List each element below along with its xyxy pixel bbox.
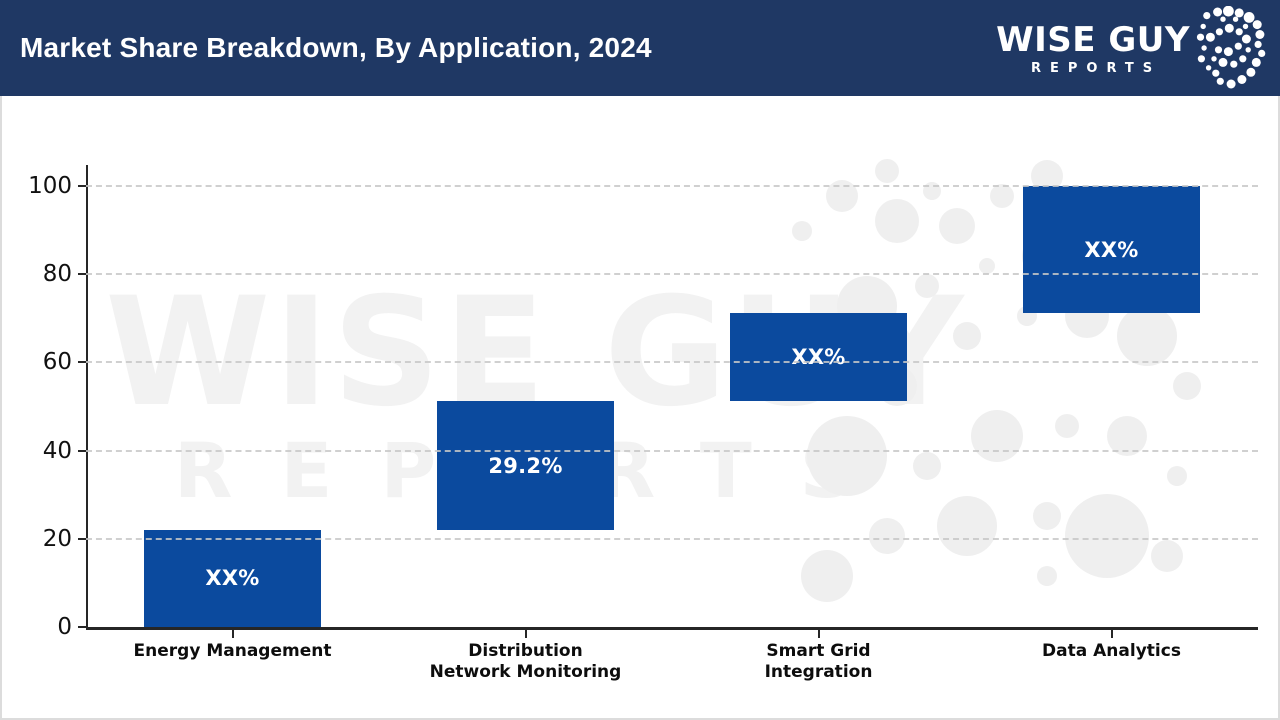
x-tick-mark: [817, 630, 820, 638]
x-tick-mark: [231, 630, 234, 638]
header-bar: Market Share Breakdown, By Application, …: [0, 0, 1280, 96]
y-tick-mark: [78, 185, 86, 187]
bar-segment: XX%: [1023, 186, 1200, 313]
x-tick-mark: [1110, 630, 1113, 638]
category-label-line: Energy Management: [133, 641, 332, 661]
category-label: Smart Grid Integration: [672, 641, 965, 683]
wise-guy-logo: WISE GUY REPORTS: [996, 6, 1268, 90]
category-label-line: Integration: [764, 662, 873, 682]
logo-reports-text: REPORTS: [1031, 60, 1162, 76]
category-label: Data Analytics: [965, 641, 1258, 662]
category-label: Distribution Network Monitoring: [379, 641, 672, 683]
bar-segment: XX%: [144, 529, 321, 627]
y-tick-label: 20: [42, 525, 72, 552]
logo-text: WISE GUY REPORTS: [996, 21, 1190, 76]
gridline: [86, 537, 1258, 540]
y-tick-label: 80: [42, 261, 72, 288]
logo-wiseguy-text: WISE GUY: [996, 19, 1190, 60]
gridline: [86, 273, 1258, 276]
category-label-line: Smart Grid: [766, 641, 871, 661]
page-title: Market Share Breakdown, By Application, …: [20, 32, 652, 63]
bar-segment: XX%: [730, 313, 907, 402]
y-tick-mark: [78, 361, 86, 364]
gridline: [86, 449, 1258, 452]
category-label-line: Data Analytics: [1042, 641, 1181, 661]
category-label: Energy Management: [86, 641, 379, 662]
bar-value-label: XX%: [1084, 237, 1139, 262]
waterfall-plot: 0 20 40 60 80 100 XX% Energy Management 29.2% Dis…: [2, 96, 1278, 718]
y-tick-label: 40: [42, 437, 72, 464]
x-tick-mark: [524, 630, 527, 638]
bar-value-label: XX%: [205, 566, 260, 591]
logo-head-profile-icon: [1196, 6, 1266, 89]
gridline: [86, 361, 1258, 364]
y-axis-line: [86, 165, 88, 629]
bar-segment: 29.2%: [437, 401, 614, 530]
category-label-line: Distribution: [468, 641, 583, 661]
y-tick-mark: [78, 626, 86, 628]
bar-value-label: XX%: [791, 345, 846, 370]
category-label-line: Network Monitoring: [429, 662, 622, 682]
y-tick-label: 0: [57, 614, 72, 640]
bar-value-label: 29.2%: [488, 453, 563, 478]
y-tick-mark: [78, 449, 86, 452]
y-tick-label: 60: [42, 349, 72, 376]
gridline: [86, 185, 1258, 187]
y-tick-mark: [78, 537, 86, 540]
x-axis-line: [86, 627, 1258, 630]
y-tick-label: 100: [28, 173, 72, 199]
y-tick-mark: [78, 273, 86, 276]
